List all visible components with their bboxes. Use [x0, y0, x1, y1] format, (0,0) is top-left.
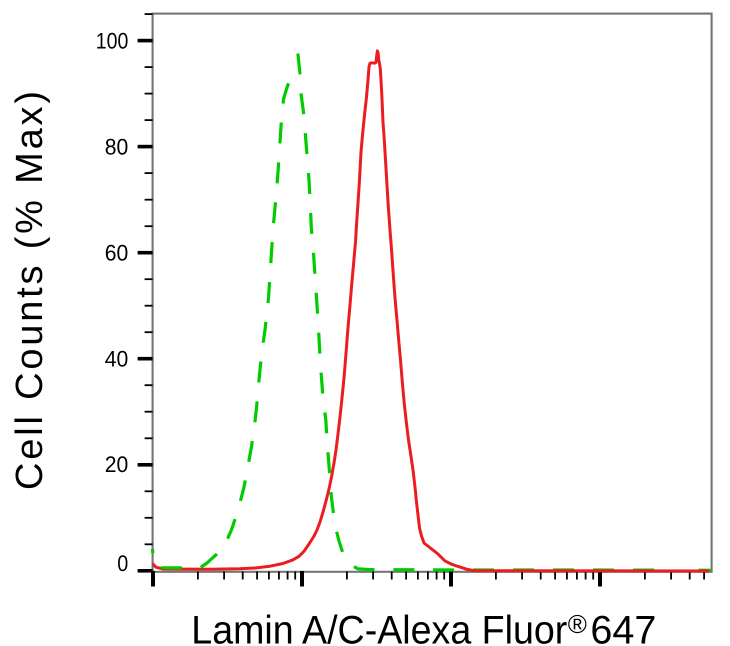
svg-text:Lamin A/C-Alexa Fluor: Lamin A/C-Alexa Fluor — [191, 608, 567, 646]
svg-text:®: ® — [568, 609, 587, 639]
svg-text:100: 100 — [96, 29, 129, 54]
svg-text:60: 60 — [105, 241, 129, 266]
svg-text:80: 80 — [105, 135, 129, 160]
svg-text:40: 40 — [105, 347, 129, 372]
svg-text:0: 0 — [117, 551, 128, 576]
svg-text:20: 20 — [105, 452, 129, 477]
svg-text:Cell Counts (% Max): Cell Counts (% Max) — [9, 91, 51, 490]
svg-text:647: 647 — [590, 608, 656, 646]
